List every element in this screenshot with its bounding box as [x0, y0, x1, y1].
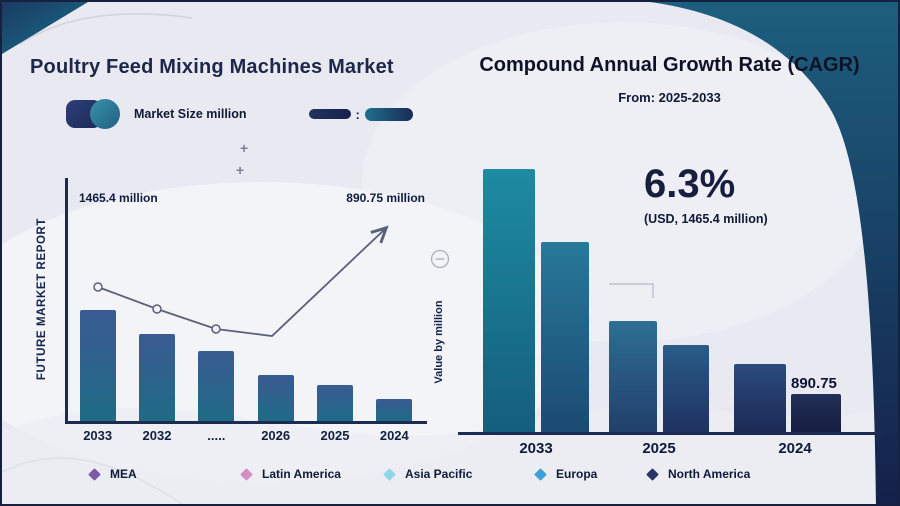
- bar-2024: [376, 399, 413, 421]
- diamond-icon: [646, 467, 659, 481]
- legend-pill-teal: [364, 107, 413, 121]
- diamond-icon: [534, 467, 547, 481]
- step-decoration: [609, 283, 654, 298]
- left-max-annotation: 1465.4 million: [79, 191, 158, 205]
- legend-pill-navy: [308, 109, 351, 119]
- bar-2033-a: [483, 169, 535, 432]
- bar-2025: [316, 384, 353, 421]
- left-bars: [68, 179, 424, 421]
- bar-2024-b: [791, 394, 841, 432]
- diamond-icon: [383, 467, 396, 481]
- right-chart-title: Compound Annual Growth Rate (CAGR): [479, 54, 860, 76]
- x-label: 2024: [379, 428, 409, 443]
- legend-item-label: MEA: [110, 467, 137, 481]
- x-label: 2025: [320, 428, 350, 443]
- legend-item-asia-pacific: Asia Pacific: [383, 465, 473, 483]
- right-y-axis-label: Value by million: [433, 300, 445, 384]
- legend-item-north-america: North America: [646, 465, 751, 483]
- right-x-label-2033: 2033: [519, 440, 553, 457]
- right-bars: [458, 161, 882, 432]
- plus-decoration: +: [236, 162, 245, 178]
- x-label: 2026: [261, 428, 291, 443]
- x-label: 2032: [142, 428, 172, 443]
- bar-2025-a: [609, 320, 657, 432]
- left-y-axis: [65, 178, 68, 424]
- legend-item-latin-america: Latin America: [240, 465, 341, 483]
- right-value-annotation: 890.75: [791, 375, 837, 392]
- plus-decoration: +: [240, 140, 249, 156]
- legend-item-label: Latin America: [262, 467, 341, 481]
- trend-line-arrow: [93, 225, 389, 337]
- bar-2024-a: [734, 364, 786, 432]
- bar-2025-b: [663, 345, 709, 432]
- bar-2026: [257, 375, 294, 421]
- cagr-value: 6.3%: [644, 162, 736, 206]
- market-size-label: Market Size million: [134, 107, 247, 121]
- right-x-label-2025: 2025: [642, 440, 676, 457]
- x-label: .....: [207, 428, 226, 443]
- cylinder-cap: [90, 99, 120, 129]
- legend-colon: :: [355, 106, 360, 122]
- minus-circle-icon: [430, 249, 450, 269]
- right-chart-subtitle: From: 2025-2033: [618, 90, 721, 105]
- left-x-axis: [65, 421, 427, 424]
- market-size-legend: Market Size million :: [66, 98, 413, 130]
- right-edge-band: [650, 2, 898, 504]
- right-x-label-2024: 2024: [778, 440, 812, 457]
- corner-triangle: [2, 2, 88, 54]
- legend-item-europa: Europa: [534, 465, 598, 483]
- left-chart-title: Poultry Feed Mixing Machines Market: [30, 56, 394, 78]
- cylinder-icon: [66, 99, 124, 129]
- left-y-axis-label: FUTURE MARKET REPORT: [36, 217, 48, 381]
- left-min-annotation: 890.75 million: [346, 191, 425, 205]
- diamond-icon: [240, 467, 253, 481]
- bar-2027-gap: [198, 350, 235, 421]
- legend-item-label: Europa: [556, 467, 598, 481]
- x-label: 2033: [83, 428, 113, 443]
- legend-item-label: Asia Pacific: [405, 467, 473, 481]
- cagr-note: (USD, 1465.4 million): [644, 212, 768, 226]
- legend-item-mea: MEA: [88, 465, 137, 483]
- bar-2033: [79, 309, 116, 421]
- bar-2032: [138, 333, 175, 421]
- bar-2033-b: [541, 242, 589, 432]
- legend-item-label: North America: [668, 467, 751, 481]
- right-x-axis: [458, 432, 882, 435]
- diamond-icon: [88, 467, 101, 481]
- left-x-labels: 2033 2032 ..... 2026 2025 2024: [68, 428, 424, 443]
